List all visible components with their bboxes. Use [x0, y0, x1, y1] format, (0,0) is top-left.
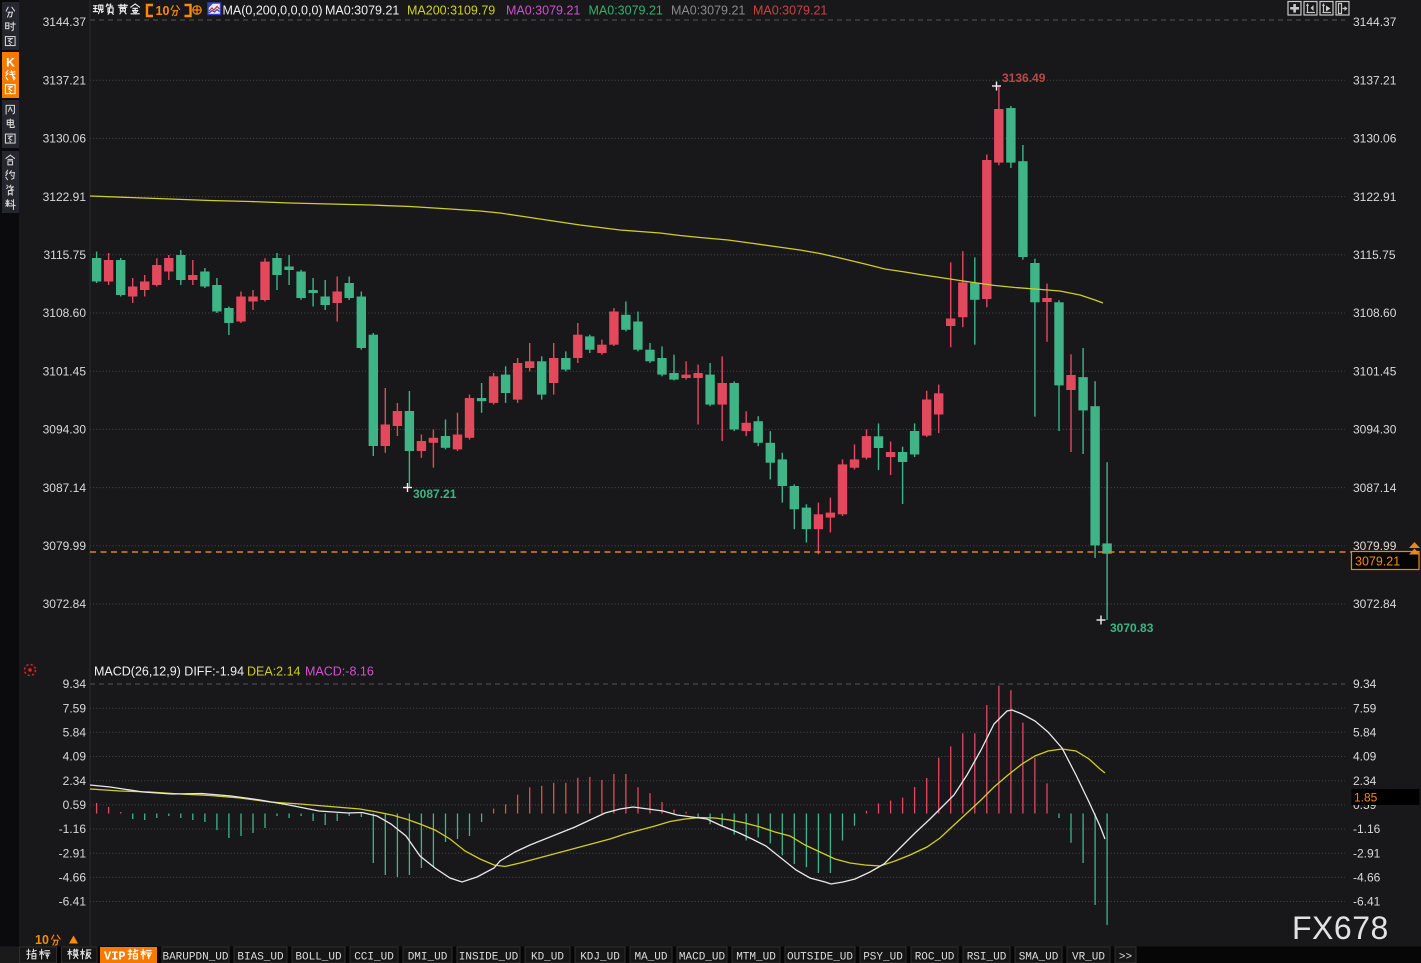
svg-text:-2.91: -2.91 [1353, 846, 1381, 860]
svg-text:PSY_UD: PSY_UD [863, 952, 903, 963]
svg-text:3136.49: 3136.49 [1002, 71, 1046, 85]
svg-text:MA0:3079.21: MA0:3079.21 [506, 4, 580, 18]
svg-text:9.34: 9.34 [1353, 677, 1377, 691]
svg-text:-4.66: -4.66 [1353, 871, 1381, 885]
svg-text:3072.84: 3072.84 [1353, 597, 1397, 611]
svg-text:10: 10 [156, 4, 170, 18]
svg-text:3122.91: 3122.91 [43, 190, 87, 204]
svg-text:3137.21: 3137.21 [43, 73, 87, 87]
svg-text:MA(0,200,0,0,0,0): MA(0,200,0,0,0,0) [223, 4, 323, 18]
svg-text:3094.30: 3094.30 [1353, 423, 1397, 437]
svg-text:3101.45: 3101.45 [1353, 364, 1397, 378]
svg-text:-2.91: -2.91 [59, 846, 87, 860]
svg-text:3094.30: 3094.30 [43, 423, 87, 437]
svg-text:MACD_UD: MACD_UD [679, 952, 726, 963]
svg-text:RSI_UD: RSI_UD [967, 952, 1007, 963]
svg-text:ROC_UD: ROC_UD [915, 952, 955, 963]
svg-text:KD_UD: KD_UD [531, 952, 564, 963]
svg-text:MA200:3109.79: MA200:3109.79 [407, 4, 495, 18]
svg-text:3087.14: 3087.14 [43, 481, 87, 495]
svg-text:-4.66: -4.66 [59, 871, 87, 885]
svg-text:3079.99: 3079.99 [43, 539, 87, 553]
svg-text:2.34: 2.34 [63, 774, 87, 788]
svg-text:2.34: 2.34 [1353, 774, 1377, 788]
svg-text:5.84: 5.84 [63, 726, 87, 740]
svg-text:VIP: VIP [104, 950, 126, 963]
svg-text:3115.75: 3115.75 [44, 248, 87, 262]
svg-text:K: K [6, 56, 15, 70]
svg-text:MACD(26,12,9) DIFF:-1.94: MACD(26,12,9) DIFF:-1.94 [94, 665, 244, 679]
svg-text:DMI_UD: DMI_UD [408, 952, 448, 963]
svg-text:3087.14: 3087.14 [1353, 481, 1397, 495]
svg-text:KDJ_UD: KDJ_UD [580, 952, 620, 963]
svg-text:3137.21: 3137.21 [1353, 73, 1397, 87]
svg-text:MA0:3079.21: MA0:3079.21 [753, 4, 827, 18]
svg-text:7.59: 7.59 [63, 701, 87, 715]
svg-text:INSIDE_UD: INSIDE_UD [459, 952, 519, 963]
svg-text:MA0:3079.21: MA0:3079.21 [589, 4, 663, 18]
svg-text:0.59: 0.59 [63, 798, 87, 812]
svg-text:3072.84: 3072.84 [43, 597, 87, 611]
svg-text:3108.60: 3108.60 [1353, 306, 1397, 320]
svg-text:3122.91: 3122.91 [1353, 190, 1397, 204]
svg-text:BARUPDN_UD: BARUPDN_UD [162, 952, 228, 963]
svg-text:-1.16: -1.16 [59, 822, 87, 836]
svg-text:SMA_UD: SMA_UD [1019, 952, 1059, 963]
svg-text:3108.60: 3108.60 [43, 306, 87, 320]
svg-text:3115.75: 3115.75 [1353, 248, 1396, 262]
svg-text:MA0:3079.21: MA0:3079.21 [325, 4, 399, 18]
svg-text:10: 10 [35, 933, 49, 947]
svg-text:3130.06: 3130.06 [1353, 132, 1397, 146]
svg-text:VR_UD: VR_UD [1072, 952, 1105, 963]
svg-text:FX678: FX678 [1292, 910, 1389, 946]
svg-text:-6.41: -6.41 [1353, 895, 1381, 909]
svg-text:OUTSIDE_UD: OUTSIDE_UD [787, 952, 853, 963]
svg-text:CCI_UD: CCI_UD [354, 952, 394, 963]
svg-text:MA_UD: MA_UD [634, 952, 667, 963]
svg-text:3079.99: 3079.99 [1353, 539, 1397, 553]
svg-text:3101.45: 3101.45 [43, 364, 87, 378]
svg-text:4.09: 4.09 [63, 750, 87, 764]
svg-text:MACD:-8.16: MACD:-8.16 [305, 665, 374, 679]
svg-text:BOLL_UD: BOLL_UD [295, 952, 342, 963]
svg-text:4.09: 4.09 [1353, 750, 1377, 764]
svg-text:5.84: 5.84 [1353, 726, 1377, 740]
svg-text:7.59: 7.59 [1353, 701, 1377, 715]
svg-text:BIAS_UD: BIAS_UD [237, 952, 284, 963]
svg-text:DEA:2.14: DEA:2.14 [247, 665, 301, 679]
svg-text:3070.83: 3070.83 [1110, 621, 1154, 635]
svg-text:-1.16: -1.16 [1353, 822, 1381, 836]
svg-text:MTM_UD: MTM_UD [736, 952, 776, 963]
svg-text:9.34: 9.34 [63, 677, 87, 691]
svg-text:MA0:3079.21: MA0:3079.21 [671, 4, 745, 18]
svg-text:3130.06: 3130.06 [43, 132, 87, 146]
svg-text:3087.21: 3087.21 [413, 487, 457, 501]
svg-text:-6.41: -6.41 [59, 895, 87, 909]
svg-text:>>: >> [1119, 952, 1132, 963]
svg-text:3144.37: 3144.37 [1353, 15, 1397, 29]
svg-text:3144.37: 3144.37 [43, 15, 87, 29]
svg-text:3079.21: 3079.21 [1355, 555, 1400, 569]
svg-text:1.85: 1.85 [1354, 791, 1378, 805]
